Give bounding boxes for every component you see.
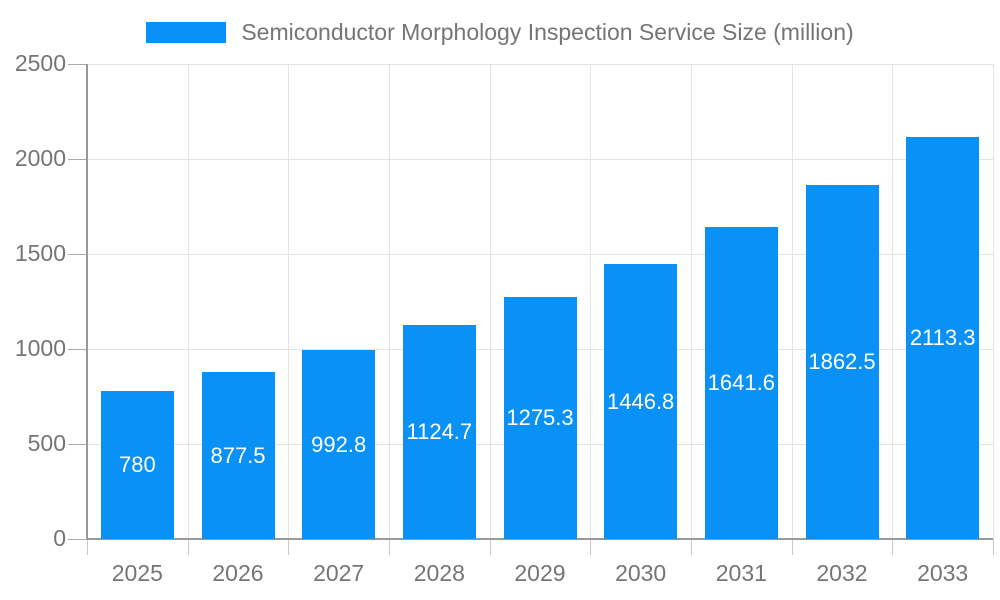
bar-value-label: 992.8: [311, 431, 367, 457]
v-gridline: [489, 64, 491, 539]
v-gridline: [791, 64, 793, 539]
x-tick-label: 2033: [917, 560, 969, 586]
legend[interactable]: Semiconductor Morphology Inspection Serv…: [0, 19, 1000, 46]
bar-value-label: 780: [118, 451, 156, 477]
x-tick-label: 2028: [413, 560, 465, 586]
x-tick-label: 2025: [111, 560, 163, 586]
x-tick-label: 2030: [615, 560, 667, 586]
bar-value-label: 1124.7: [406, 419, 473, 445]
h-gridline: [87, 64, 993, 65]
y-tick-label: 500: [27, 430, 66, 456]
y-tick-label: 2500: [14, 50, 66, 76]
y-tick-label: 2000: [14, 145, 66, 171]
bar: 1641.6: [704, 227, 778, 539]
bar-value-label: 2113.3: [909, 325, 976, 351]
bar: 1124.7: [402, 325, 476, 539]
x-axis-tick: [791, 539, 793, 555]
bar: 1275.3: [503, 296, 577, 539]
bar: 877.5: [201, 372, 275, 539]
legend-label: Semiconductor Morphology Inspection Serv…: [241, 19, 854, 45]
v-gridline: [590, 64, 592, 539]
h-gridline: [87, 159, 993, 160]
x-axis-line: [87, 538, 993, 540]
x-tick-label: 2029: [514, 560, 566, 586]
y-axis-tick: [68, 254, 87, 255]
v-gridline: [993, 64, 994, 539]
y-axis-line: [86, 64, 88, 539]
bar: 1446.8: [604, 264, 678, 539]
x-axis-tick: [691, 539, 692, 555]
v-gridline: [288, 64, 290, 539]
x-axis-tick: [288, 539, 290, 555]
bar: 780: [100, 390, 174, 539]
x-tick-label: 2032: [816, 560, 868, 586]
bar: 1862.5: [805, 185, 879, 539]
y-tick-label: 1000: [14, 335, 66, 361]
x-axis-tick: [590, 539, 592, 555]
y-tick-label: 1500: [14, 240, 66, 266]
y-axis-tick: [68, 349, 87, 350]
bar: 992.8: [302, 350, 376, 539]
y-axis-tick: [68, 444, 87, 445]
bar: 2113.3: [906, 137, 980, 539]
x-axis-tick: [489, 539, 491, 555]
v-gridline: [187, 64, 189, 539]
bar-value-label: 1275.3: [506, 404, 574, 430]
legend-swatch-icon: [146, 22, 227, 43]
y-tick-label: 0: [53, 525, 66, 551]
x-tick-label: 2027: [313, 560, 365, 586]
bar-value-label: 877.5: [210, 442, 266, 468]
x-tick-label: 2031: [715, 560, 767, 586]
bar-value-label: 1446.8: [607, 388, 675, 414]
bar-value-label: 1862.5: [808, 349, 876, 375]
x-axis-tick: [87, 539, 88, 555]
y-axis-tick: [68, 539, 87, 540]
x-axis-tick: [892, 539, 894, 555]
v-gridline: [892, 64, 894, 539]
x-axis-tick: [993, 539, 994, 555]
bar-value-label: 1641.6: [707, 370, 775, 396]
h-gridline: [87, 254, 993, 255]
x-tick-label: 2026: [212, 560, 264, 586]
x-axis-tick: [389, 539, 390, 555]
v-gridline: [691, 64, 692, 539]
y-axis-tick: [68, 64, 87, 65]
v-gridline: [389, 64, 390, 539]
x-axis-tick: [187, 539, 189, 555]
y-axis-tick: [68, 159, 87, 160]
